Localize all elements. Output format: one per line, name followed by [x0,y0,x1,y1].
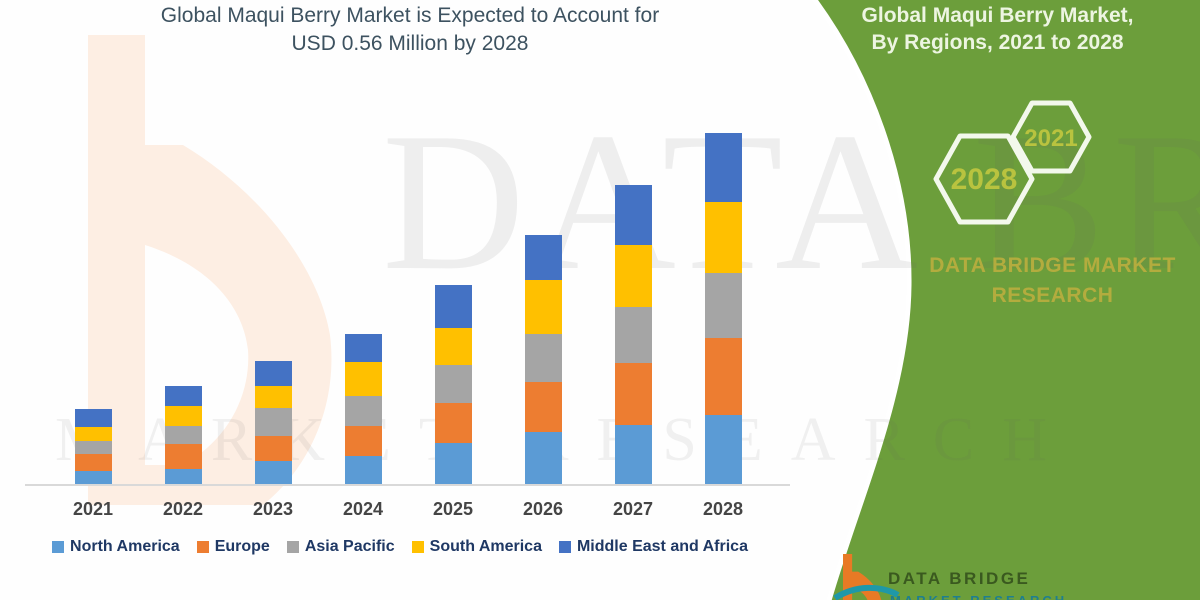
bar-segment-asia-pacific-2027 [614,307,652,364]
x-axis-label-2023: 2023 [252,499,294,519]
bar-segment-middle-east-and-africa-2028 [704,133,742,202]
bar-segment-europe-2024 [344,425,382,456]
bar-segment-south-america-2022 [164,405,202,426]
bar-segment-europe-2022 [164,443,202,469]
side-panel-heading-line1: Global Maqui Berry Market, [861,4,1134,27]
footer-logo-text: DATA BRIDGE [888,569,1031,588]
bar-segment-asia-pacific-2023 [254,407,292,436]
bar-segment-south-america-2024 [344,361,382,396]
bar-segment-europe-2023 [254,435,292,461]
x-axis-label-2022: 2022 [162,499,204,519]
bar-segment-north-america-2022 [164,468,202,484]
legend-label-north-america: North America [70,538,180,555]
bar-segment-south-america-2026 [524,280,562,334]
legend-label-europe: Europe [214,538,270,555]
bar-segment-middle-east-and-africa-2027 [614,185,652,246]
bar-segment-europe-2025 [434,403,472,444]
bar-segment-north-america-2023 [254,460,292,484]
chart-legend: North America Europe Asia Pacific South Ame… [25,538,775,556]
side-panel-heading-line2: By Regions, 2021 to 2028 [871,31,1124,54]
x-axis-line [25,484,790,486]
legend-swatch-south-america [411,541,424,553]
legend-swatch-middle-east-and-africa [558,541,571,553]
chart-title: Global Maqui Berry Market is Expected to… [105,2,715,58]
x-axis-label-2025: 2025 [432,499,474,519]
bar-segment-asia-pacific-2022 [164,425,202,444]
legend-item-south-america: South America [411,538,542,556]
brand-text-line1: DATA BRIDGE MARKET [929,254,1176,277]
bar-segment-north-america-2021 [74,470,112,484]
legend-swatch-europe [196,541,209,553]
x-axis-label-2024: 2024 [342,499,384,519]
bar-segment-north-america-2028 [704,415,742,484]
bar-segment-south-america-2027 [614,245,652,308]
bar-segment-middle-east-and-africa-2021 [74,408,112,427]
bar-segment-north-america-2025 [434,443,472,484]
bar-segment-europe-2021 [74,453,112,471]
x-axis-label-2028: 2028 [702,499,744,519]
footer-logo-swoosh [833,584,900,600]
bar-segment-north-america-2026 [524,431,562,484]
stacked-bar-chart: 2021 2022 2023 2024 2025 2026 2027 2028 [25,133,790,519]
bar-segment-europe-2026 [524,381,562,432]
bar-segment-south-america-2023 [254,386,292,408]
chart-title-line1: Global Maqui Berry Market is Expected to… [160,4,660,27]
bar-segment-south-america-2028 [704,201,742,273]
footer-logo-subtext: MARKET RESEARCH [890,593,1067,600]
x-axis-label-2021: 2021 [72,499,114,519]
legend-swatch-asia-pacific [286,541,299,553]
bar-segment-middle-east-and-africa-2025 [434,284,472,328]
bar-segment-south-america-2025 [434,327,472,365]
bar-segment-asia-pacific-2021 [74,440,112,454]
bar-segment-asia-pacific-2028 [704,272,742,338]
side-panel-heading: Global Maqui Berry Market, By Regions, 2… [835,2,1160,56]
bar-segment-north-america-2024 [344,455,382,484]
bar-segment-middle-east-and-africa-2024 [344,333,382,362]
brand-text-line2: RESEARCH [991,284,1114,307]
legend-swatch-north-america [52,541,65,553]
bar-segment-asia-pacific-2026 [524,333,562,382]
legend-item-north-america: North America [52,538,180,556]
legend-label-south-america: South America [429,538,542,555]
chart-title-line2: USD 0.56 Million by 2028 [291,32,529,55]
legend-label-middle-east-and-africa: Middle East and Africa [576,538,748,555]
legend-item-asia-pacific: Asia Pacific [286,538,395,556]
x-axis-label-2027: 2027 [612,499,654,519]
bar-segment-europe-2027 [614,363,652,426]
hexagon-2028-label: 2028 [950,163,1018,196]
bar-segment-middle-east-and-africa-2023 [254,361,292,387]
bar-segment-asia-pacific-2025 [434,364,472,404]
legend-item-europe: Europe [196,538,270,556]
bar-segment-europe-2028 [704,337,742,416]
legend-label-asia-pacific: Asia Pacific [304,538,395,555]
bar-segment-asia-pacific-2024 [344,395,382,426]
bar-segment-south-america-2021 [74,426,112,441]
bar-segment-middle-east-and-africa-2026 [524,234,562,281]
legend-item-middle-east-and-africa: Middle East and Africa [558,538,748,556]
x-axis-label-2026: 2026 [522,499,564,519]
hexagon-2021-label: 2021 [1024,125,1078,152]
bar-segment-middle-east-and-africa-2022 [164,385,202,406]
bar-segment-north-america-2027 [614,425,652,484]
brand-text: DATA BRIDGE MARKET RESEARCH [905,251,1200,311]
